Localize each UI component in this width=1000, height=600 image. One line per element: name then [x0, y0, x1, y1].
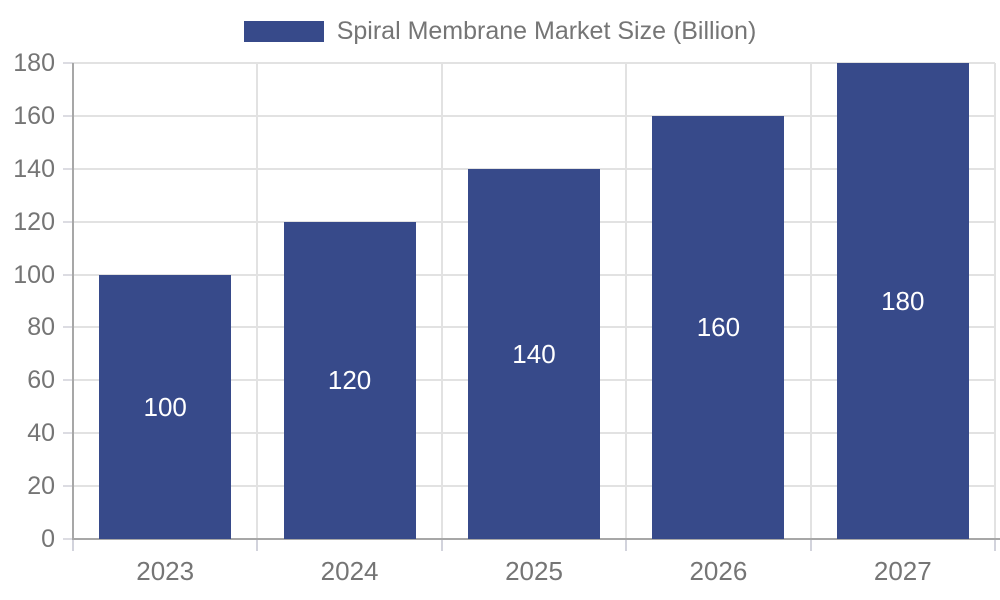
y-tick-label: 140: [13, 154, 55, 183]
y-tick-label: 60: [27, 366, 55, 395]
y-axis-tick: [63, 62, 73, 64]
x-axis-line: [72, 538, 1000, 540]
bar-value-label: 100: [143, 391, 187, 422]
y-tick-label: 40: [27, 419, 55, 448]
legend-label: Spiral Membrane Market Size (Billion): [336, 17, 757, 45]
y-axis-tick: [63, 432, 73, 435]
x-axis-tick: [256, 539, 259, 551]
gridline-horizontal: [73, 114, 995, 117]
chart-legend: Spiral Membrane Market Size (Billion): [0, 17, 1000, 46]
y-axis-tick: [63, 326, 73, 329]
bar-2025: [468, 168, 600, 539]
x-tick-label: 2023: [136, 556, 195, 586]
y-axis-tick: [63, 114, 73, 117]
gridline-vertical: [625, 63, 628, 539]
bar-2024: [283, 221, 416, 539]
x-tick-label: 2025: [505, 556, 563, 586]
x-axis-tick: [72, 539, 74, 551]
y-tick-label: 20: [27, 472, 55, 501]
x-axis-tick: [994, 539, 996, 551]
gridline-vertical: [440, 63, 443, 539]
gridline-vertical: [809, 63, 812, 539]
y-tick-label: 120: [13, 207, 55, 236]
bar-2027: [836, 63, 969, 539]
x-axis-tick: [440, 539, 443, 551]
y-axis-tick: [63, 220, 73, 223]
y-tick-label: 80: [27, 313, 55, 342]
y-axis-line: [72, 63, 74, 539]
bar-value-label: 140: [512, 338, 556, 369]
y-axis-tick: [63, 167, 73, 170]
gridline-horizontal: [73, 62, 995, 64]
x-tick-label: 2026: [689, 556, 748, 586]
y-tick-label: 0: [41, 525, 55, 553]
bar-value-label: 160: [696, 312, 741, 343]
gridline-vertical: [994, 63, 996, 539]
y-axis-tick: [63, 273, 73, 276]
x-tick-label: 2027: [873, 556, 932, 586]
x-tick-label: 2024: [320, 556, 379, 586]
legend-swatch: [243, 21, 324, 42]
x-axis-tick: [625, 539, 628, 551]
y-axis-tick: [63, 538, 73, 540]
y-tick-label: 160: [13, 101, 55, 130]
y-tick-label: 180: [13, 49, 55, 77]
y-axis-tick: [63, 485, 73, 488]
x-axis-tick: [809, 539, 812, 551]
bar-2026: [652, 115, 785, 539]
bar-value-label: 180: [881, 286, 925, 316]
gridline-vertical: [256, 63, 259, 539]
y-tick-label: 100: [13, 260, 55, 289]
bar-value-label: 120: [327, 365, 372, 396]
y-axis-tick: [63, 379, 73, 382]
bar-2023: [99, 274, 232, 539]
